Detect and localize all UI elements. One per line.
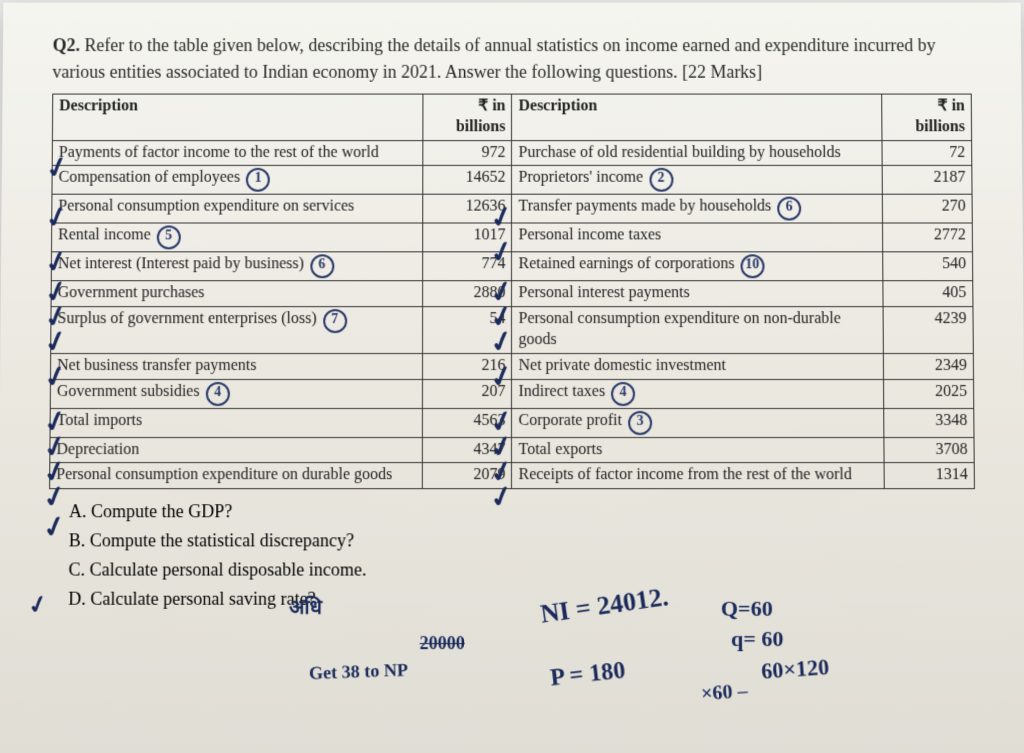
- cell-desc2: Transfer payments made by households6: [512, 195, 883, 224]
- table-row: Total imports4563Corporate profit33348: [50, 408, 974, 437]
- subq-B: B. Compute the statistical discrepancy?: [69, 526, 976, 555]
- table-row: Payments of factor income to the rest of…: [52, 140, 972, 166]
- annotation-circle: 1: [246, 168, 270, 192]
- annotation-circle: 4: [205, 382, 229, 406]
- cell-val2: 72: [882, 140, 972, 166]
- table-row: Surplus of government enterprises (loss)…: [51, 307, 974, 353]
- annotation-circle: 5: [157, 226, 181, 250]
- cell-val1: 4347: [422, 437, 512, 463]
- cell-val2: 1314: [884, 463, 974, 489]
- table-header-row: Description ₹ in billions Description ₹ …: [52, 94, 971, 140]
- cell-desc2: Receipts of factor income from the rest …: [512, 463, 884, 489]
- subq-A: A. Compute the GDP?: [69, 497, 975, 526]
- cell-desc1: Compensation of employees1: [52, 166, 422, 195]
- cell-val1: 2079: [422, 463, 512, 489]
- cell-desc1: Depreciation: [50, 437, 422, 463]
- handwriting-calc2: ×60 –: [700, 680, 748, 706]
- cell-desc1: Government purchases: [51, 281, 422, 307]
- cell-desc1: Surplus of government enterprises (loss)…: [51, 307, 423, 353]
- table-row: Net interest (Interest paid by business)…: [51, 252, 972, 281]
- statistics-table: Description ₹ in billions Description ₹ …: [49, 94, 975, 490]
- cell-desc2: Retained earnings of corporations10: [512, 252, 883, 281]
- cell-desc2: Indirect taxes4: [512, 379, 884, 408]
- cell-val2: 2025: [884, 379, 974, 408]
- cell-val1: 774: [422, 252, 512, 281]
- table-row: Compensation of employees114652Proprieto…: [52, 166, 972, 195]
- cell-desc1: Personal consumption expenditure on serv…: [52, 195, 423, 224]
- handwriting-val2: 20000: [420, 633, 465, 654]
- cell-val2: 2187: [882, 166, 972, 195]
- cell-val2: 405: [883, 281, 973, 307]
- cell-desc1: Payments of factor income to the rest of…: [52, 140, 422, 166]
- annotation-circle: 6: [777, 197, 801, 221]
- cell-val2: 3348: [884, 408, 974, 437]
- cell-val2: 540: [883, 252, 973, 281]
- annotation-circle: 7: [323, 309, 347, 333]
- header-desc1: Description: [52, 94, 422, 140]
- cell-val2: 4239: [883, 307, 973, 353]
- table-row: Depreciation4347Total exports3708: [50, 437, 974, 463]
- header-val1: ₹ in billions: [422, 94, 512, 140]
- cell-val1: 207: [422, 379, 512, 408]
- cell-desc2: Net private domestic investment: [512, 353, 884, 379]
- cell-val1: 972: [422, 140, 512, 166]
- subquestions: A. Compute the GDP? B. Compute the stati…: [48, 497, 976, 613]
- cell-desc2: Total exports: [512, 437, 884, 463]
- subq-D: D. Calculate personal saving rate?: [68, 584, 976, 613]
- cell-val2: 270: [882, 195, 972, 224]
- cell-desc1: Net interest (Interest paid by business)…: [51, 252, 422, 281]
- annotation-circle: 6: [310, 255, 334, 279]
- question-prompt: Q2. Refer to the table given below, desc…: [52, 32, 971, 85]
- table-row: Personal consumption expenditure on serv…: [52, 195, 973, 224]
- cell-val2: 2349: [883, 353, 973, 379]
- subq-C: C. Calculate personal disposable income.: [68, 555, 975, 584]
- handwriting-calc1: 60×120: [760, 654, 830, 685]
- annotation-circle: 4: [611, 382, 635, 406]
- handwriting-p: P = 180: [549, 657, 627, 692]
- cell-val1: 4563: [422, 408, 512, 437]
- cell-desc2: Personal interest payments: [512, 281, 883, 307]
- worksheet-page: Q2. Refer to the table given below, desc…: [0, 3, 1024, 753]
- cell-desc2: Personal income taxes: [512, 223, 883, 252]
- annotation-circle: 3: [628, 411, 652, 435]
- header-desc2: Description: [512, 94, 882, 140]
- handwriting-q2: q= 60: [731, 626, 784, 652]
- cell-desc1: Rental income5: [51, 223, 422, 252]
- cell-desc2: Corporate profit3: [512, 408, 884, 437]
- cell-val1: 54: [422, 307, 512, 353]
- cell-val1: 216: [422, 353, 512, 379]
- cell-val1: 14652: [422, 166, 512, 195]
- cell-desc1: Personal consumption expenditure on dura…: [50, 463, 422, 489]
- cell-desc2: Proprietors' income2: [512, 166, 882, 195]
- question-body: Refer to the table given below, describi…: [52, 35, 935, 81]
- table-row: Government subsidies4207Indirect taxes42…: [50, 379, 974, 408]
- question-number: Q2.: [53, 35, 81, 55]
- annotation-circle: 2: [649, 168, 673, 192]
- cell-val1: 12636: [422, 195, 512, 224]
- table-row: Rental income51017Personal income taxes2…: [51, 223, 972, 252]
- table-row: Government purchases2880Personal interes…: [51, 281, 973, 307]
- header-val2: ₹ in billions: [882, 94, 972, 140]
- cell-desc2: Purchase of old residential building by …: [512, 140, 882, 166]
- table-row: Net business transfer payments216Net pri…: [50, 353, 973, 379]
- table-row: Personal consumption expenditure on dura…: [50, 463, 975, 489]
- cell-val2: 2772: [883, 223, 973, 252]
- cell-val2: 3708: [884, 437, 974, 463]
- cell-desc1: Government subsidies4: [50, 379, 422, 408]
- cell-desc2: Personal consumption expenditure on non-…: [512, 307, 883, 353]
- cell-desc1: Total imports: [50, 408, 422, 437]
- cell-val1: 2880: [422, 281, 512, 307]
- cell-val1: 1017: [422, 223, 512, 252]
- annotation-circle: 10: [740, 255, 764, 279]
- handwriting-scribble2: Get 38 to NP: [309, 660, 409, 685]
- cell-desc1: Net business transfer payments: [50, 353, 422, 379]
